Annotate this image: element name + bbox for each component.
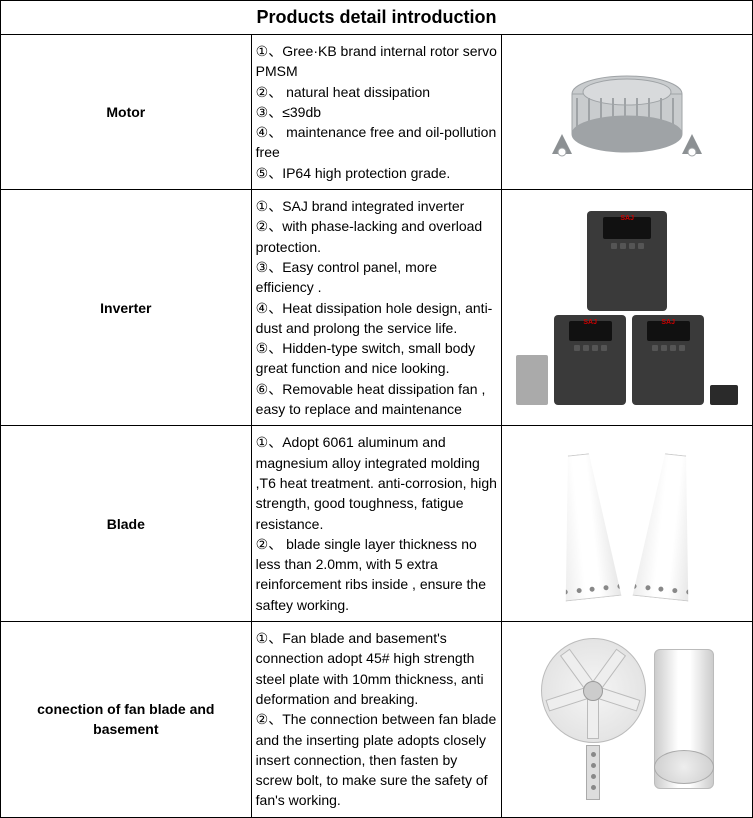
description-line: ②、 blade single layer thickness no less … [256,534,498,615]
table-body: Motor①、Gree·KB brand internal rotor serv… [1,35,753,818]
description-line: ②、 natural heat dissipation [256,82,498,102]
row-description: ①、Adopt 6061 aluminum and magnesium allo… [251,426,502,622]
row-image-cell [502,622,753,818]
row-image-cell [502,35,753,190]
row-description: ①、Fan blade and basement's connection ad… [251,622,502,818]
description-line: ①、Fan blade and basement's connection ad… [256,628,498,709]
description-line: ①、Gree·KB brand internal rotor servo PMS… [256,41,498,82]
table-row: Blade①、Adopt 6061 aluminum and magnesium… [1,426,753,622]
motor-image [542,54,712,164]
description-line: ②、The connection between fan blade and t… [256,709,498,810]
description-line: ⑤、IP64 high protection grade. [256,163,498,183]
row-description: ①、Gree·KB brand internal rotor servo PMS… [251,35,502,190]
table-title: Products detail introduction [1,1,753,35]
products-detail-table: Products detail introduction Motor①、Gree… [0,0,753,818]
description-line: ④、 maintenance free and oil-pollution fr… [256,122,498,163]
inverter-unit: SAJ [587,211,667,311]
row-label: conection of fan blade and basement [1,622,252,818]
inverter-aux [710,385,738,405]
inverter-unit: SAJ [632,315,704,405]
blade-image [506,449,748,599]
description-line: ⑤、Hidden-type switch, small body great f… [256,338,498,379]
description-line: ①、Adopt 6061 aluminum and magnesium allo… [256,432,498,533]
inverter-unit: SAJ [554,315,626,405]
table-row: Inverter①、SAJ brand integrated inverter②… [1,190,753,426]
table-row: conection of fan blade and basement①、Fan… [1,622,753,818]
description-line: ①、SAJ brand integrated inverter [256,196,498,216]
row-label: Blade [1,426,252,622]
row-image-cell [502,426,753,622]
description-line: ④、Heat dissipation hole design, anti-dus… [256,298,498,339]
row-image-cell: SAJ SAJ SAJ [502,190,753,426]
description-line: ③、≤39db [256,102,498,122]
description-line: ②、with phase-lacking and overload protec… [256,216,498,257]
description-line: ⑥、Removable heat dissipation fan , easy … [256,379,498,420]
table-row: Motor①、Gree·KB brand internal rotor serv… [1,35,753,190]
connection-image [506,638,748,800]
row-label: Motor [1,35,252,190]
inverter-image: SAJ SAJ SAJ [506,211,748,405]
description-line: ③、Easy control panel, more efficiency . [256,257,498,298]
row-label: Inverter [1,190,252,426]
inverter-aux [516,355,548,405]
row-description: ①、SAJ brand integrated inverter②、with ph… [251,190,502,426]
